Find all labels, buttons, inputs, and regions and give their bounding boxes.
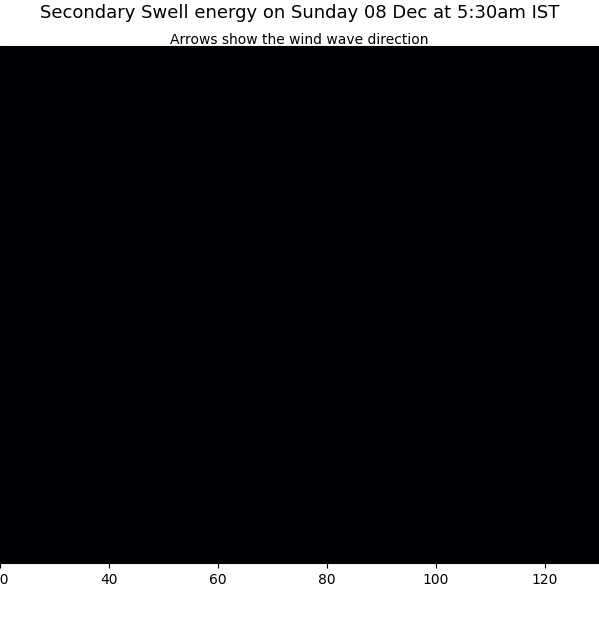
Text: Secondary Swell energy on Sunday 08 Dec at 5:30am IST: Secondary Swell energy on Sunday 08 Dec … [40,4,559,22]
Text: Arrows show the wind wave direction: Arrows show the wind wave direction [170,33,429,47]
